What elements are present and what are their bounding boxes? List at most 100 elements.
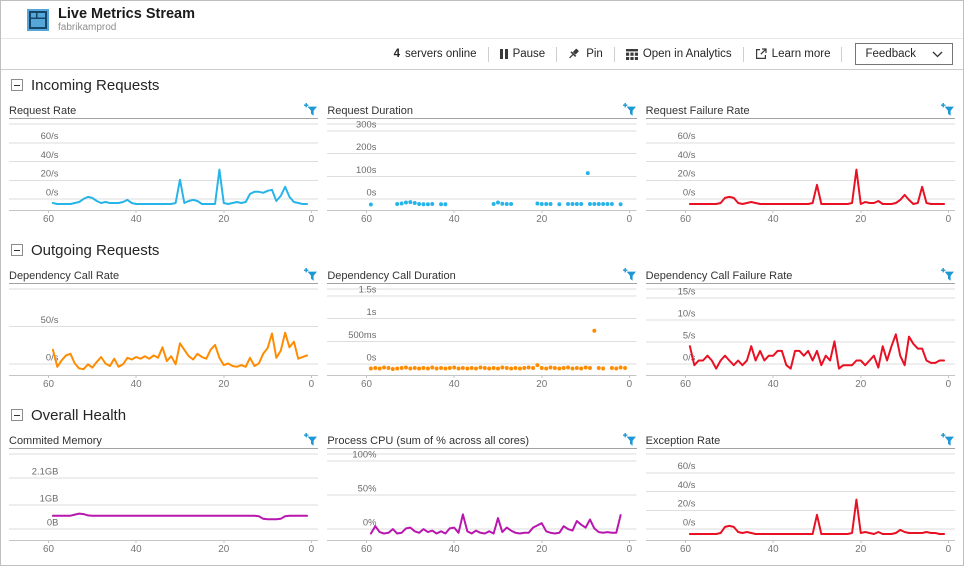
section-overall-health: Overall Health Commited Memory 2.1GB 1GB 0… [9,406,955,555]
svg-text:60: 60 [361,379,372,390]
open-in-analytics-button[interactable]: Open in Analytics [624,46,734,62]
toolbar-divider [841,46,843,62]
svg-text:0: 0 [945,379,951,390]
servers-count: 4 [393,48,400,60]
page-title: Live Metrics Stream [58,5,196,22]
chart-request-rate: Request Rate 60/s 40/s 20/s 0/s 60 40 20 0 [9,101,319,225]
section-title: Incoming Requests [31,76,160,94]
svg-text:0/s: 0/s [46,187,59,198]
svg-text:60: 60 [43,544,54,555]
add-filter-icon[interactable] [622,432,637,447]
collapse-section-icon[interactable] [11,79,23,91]
toolbar-divider [742,46,744,62]
dependency-call-duration-plot: 1.5s 1s 500ms 0s 60 40 20 0 [327,284,637,390]
section-title: Outgoing Requests [31,241,160,259]
collapse-section-icon[interactable] [11,409,23,421]
learn-more-button[interactable]: Learn more [753,46,833,62]
analytics-grid-icon [625,48,638,60]
chart-exception-rate: Exception Rate 60/s 40/s 20/s 0/s 60 40 20 0 [645,431,955,555]
svg-text:0s: 0s [367,352,377,363]
svg-text:40: 40 [131,214,142,225]
section-incoming-requests: Incoming Requests Request Rate 60/s 40/s 2… [9,76,955,225]
external-link-icon [755,48,767,60]
svg-text:60/s: 60/s [677,131,695,142]
svg-text:20/s: 20/s [677,499,695,510]
chart-dependency-call-duration: Dependency Call Duration 1.5s 1s 500ms 0s 60… [327,266,637,390]
svg-text:0: 0 [309,379,315,390]
pin-label: Pin [586,48,603,60]
svg-text:2.1GB: 2.1GB [32,467,59,478]
toolbar-divider [487,46,489,62]
svg-text:50/s: 50/s [41,315,59,326]
servers-label: servers online [404,48,477,60]
svg-text:20: 20 [218,214,229,225]
svg-text:300s: 300s [356,119,377,130]
svg-text:60: 60 [680,214,691,225]
add-filter-icon[interactable] [622,267,637,282]
svg-text:40: 40 [767,214,778,225]
chart-dependency-call-failure-rate: Dependency Call Failure Rate 15/s 10/s 5/s… [645,266,955,390]
svg-text:0B: 0B [47,517,58,528]
svg-text:0/s: 0/s [683,187,696,198]
request-rate-plot: 60/s 40/s 20/s 0/s 60 40 20 0 [9,123,319,225]
svg-text:20: 20 [218,544,229,555]
chart-row: Commited Memory 2.1GB 1GB 0B 60 40 20 0 Proces… [9,431,955,555]
chart-title: Commited Memory [9,435,102,447]
toolbar-divider [556,46,558,62]
section-header: Overall Health [11,406,955,424]
svg-text:40/s: 40/s [677,480,695,491]
svg-text:20: 20 [855,544,866,555]
add-filter-icon[interactable] [940,267,955,282]
svg-text:0: 0 [627,214,633,225]
svg-text:40: 40 [767,544,778,555]
pause-button[interactable]: Pause [498,46,548,62]
svg-text:0/s: 0/s [683,517,696,528]
svg-text:10/s: 10/s [677,308,695,319]
add-filter-icon[interactable] [303,432,318,447]
svg-text:60: 60 [680,544,691,555]
svg-text:40: 40 [767,379,778,390]
pin-button[interactable]: Pin [566,46,605,63]
svg-text:60: 60 [43,379,54,390]
toolbar: 4 servers online Pause Pin [1,39,963,70]
add-filter-icon[interactable] [622,102,637,117]
metrics-content: Incoming Requests Request Rate 60/s 40/s 2… [1,70,963,555]
chart-title: Request Rate [9,105,77,117]
svg-text:0: 0 [627,544,633,555]
dependency-call-failure-rate-plot: 15/s 10/s 5/s 0/s 60 40 20 0 [645,286,955,390]
svg-text:20: 20 [537,544,548,555]
chart-title: Exception Rate [645,435,721,447]
collapse-section-icon[interactable] [11,244,23,256]
svg-text:40/s: 40/s [41,150,59,161]
add-filter-icon[interactable] [303,267,318,282]
add-filter-icon[interactable] [940,432,955,447]
chart-title: Dependency Call Failure Rate [645,270,793,282]
section-title: Overall Health [31,406,127,424]
chevron-down-icon [932,51,943,58]
feedback-button[interactable]: Feedback [855,43,953,65]
resource-name: fabrikamprod [58,21,117,33]
svg-text:1.5s: 1.5s [359,284,377,295]
chart-title: Process CPU (sum of % across all cores) [327,435,530,447]
live-metrics-stream-icon [27,8,49,31]
chart-title: Dependency Call Rate [9,270,120,282]
svg-text:40/s: 40/s [677,150,695,161]
dependency-call-rate-plot: 50/s 0/s 60 40 20 0 [9,288,319,390]
learn-more-label: Learn more [771,48,831,60]
svg-text:20: 20 [218,379,229,390]
svg-text:50%: 50% [358,483,377,494]
add-filter-icon[interactable] [303,102,318,117]
svg-text:0s: 0s [367,187,377,198]
pause-icon [499,49,508,59]
svg-text:60: 60 [361,544,372,555]
section-header: Outgoing Requests [11,241,955,259]
svg-text:1s: 1s [367,307,377,318]
svg-text:0: 0 [945,544,951,555]
add-filter-icon[interactable] [940,102,955,117]
svg-text:0: 0 [309,544,315,555]
open-in-analytics-label: Open in Analytics [642,48,732,60]
servers-online-status: 4 servers online [392,46,479,62]
svg-text:20/s: 20/s [41,169,59,180]
svg-text:20: 20 [855,214,866,225]
svg-text:40: 40 [131,379,142,390]
